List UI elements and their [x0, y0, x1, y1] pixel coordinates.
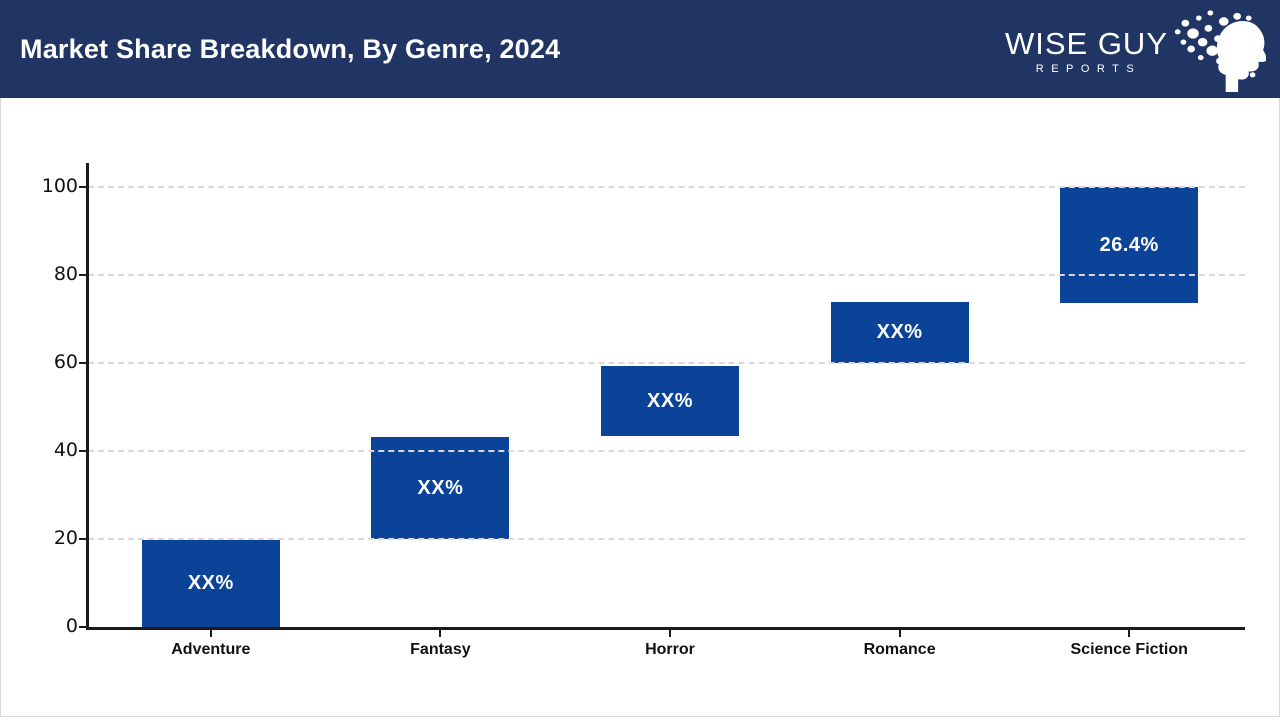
gridline-80 — [88, 274, 1245, 276]
y-tickmark-100 — [79, 186, 88, 188]
wiseguy-logo: WISE GUY REPORTS — [1005, 6, 1266, 92]
x-tickmark-adventure — [209, 629, 212, 637]
y-tickmark-80 — [79, 274, 88, 276]
x-tick-label-romance: Romance — [863, 641, 936, 658]
x-tickmark-romance — [898, 629, 901, 637]
x-axis-line — [86, 627, 1245, 630]
y-axis-line — [86, 163, 89, 629]
gridline-40 — [88, 450, 1245, 452]
bar-value-label-romance: XX% — [876, 321, 923, 344]
x-tick-label-horror: Horror — [645, 641, 695, 658]
gridline-100 — [88, 186, 1245, 188]
y-tickmark-20 — [79, 538, 88, 540]
x-tick-label-fantasy: Fantasy — [410, 641, 471, 658]
bar-horror: XX% — [601, 366, 739, 437]
y-tick-label-60: 60 — [53, 351, 78, 373]
gridline-60 — [88, 362, 1245, 364]
bar-science-fiction: 26.4% — [1060, 187, 1199, 304]
report-header: Market Share Breakdown, By Genre, 2024 W… — [0, 0, 1280, 98]
logo-dotted-head-icon — [1174, 10, 1266, 92]
y-tickmark-60 — [79, 362, 88, 364]
x-tickmark-horror — [669, 629, 671, 637]
x-tickmark-science-fiction — [1128, 629, 1131, 637]
logo-wiseguy-text: WISE GUY — [1004, 25, 1168, 61]
y-tickmark-0 — [79, 626, 88, 628]
bar-romance: XX% — [830, 302, 969, 364]
y-tick-label-100: 100 — [41, 175, 78, 197]
bar-value-label-science-fiction: 26.4% — [1099, 233, 1159, 256]
bar-value-label-fantasy: XX% — [417, 476, 464, 499]
y-tick-label-40: 40 — [53, 439, 78, 461]
x-tickmark-fantasy — [439, 629, 442, 637]
gridline-20 — [88, 538, 1245, 540]
logo-reports-text: REPORTS — [1035, 62, 1142, 75]
bar-value-label-adventure: XX% — [187, 572, 234, 595]
y-tick-label-80: 80 — [53, 263, 78, 285]
y-tick-label-20: 20 — [53, 527, 78, 549]
page-title: Market Share Breakdown, By Genre, 2024 — [20, 33, 561, 64]
bar-fantasy: XX% — [371, 437, 510, 540]
bar-adventure: XX% — [141, 540, 280, 627]
y-tick-label-0: 0 — [65, 615, 78, 637]
bar-value-label-horror: XX% — [647, 389, 693, 412]
y-tickmark-40 — [79, 450, 88, 452]
x-tick-label-adventure: Adventure — [171, 641, 251, 658]
x-tick-label-science-fiction: Science Fiction — [1070, 641, 1188, 658]
